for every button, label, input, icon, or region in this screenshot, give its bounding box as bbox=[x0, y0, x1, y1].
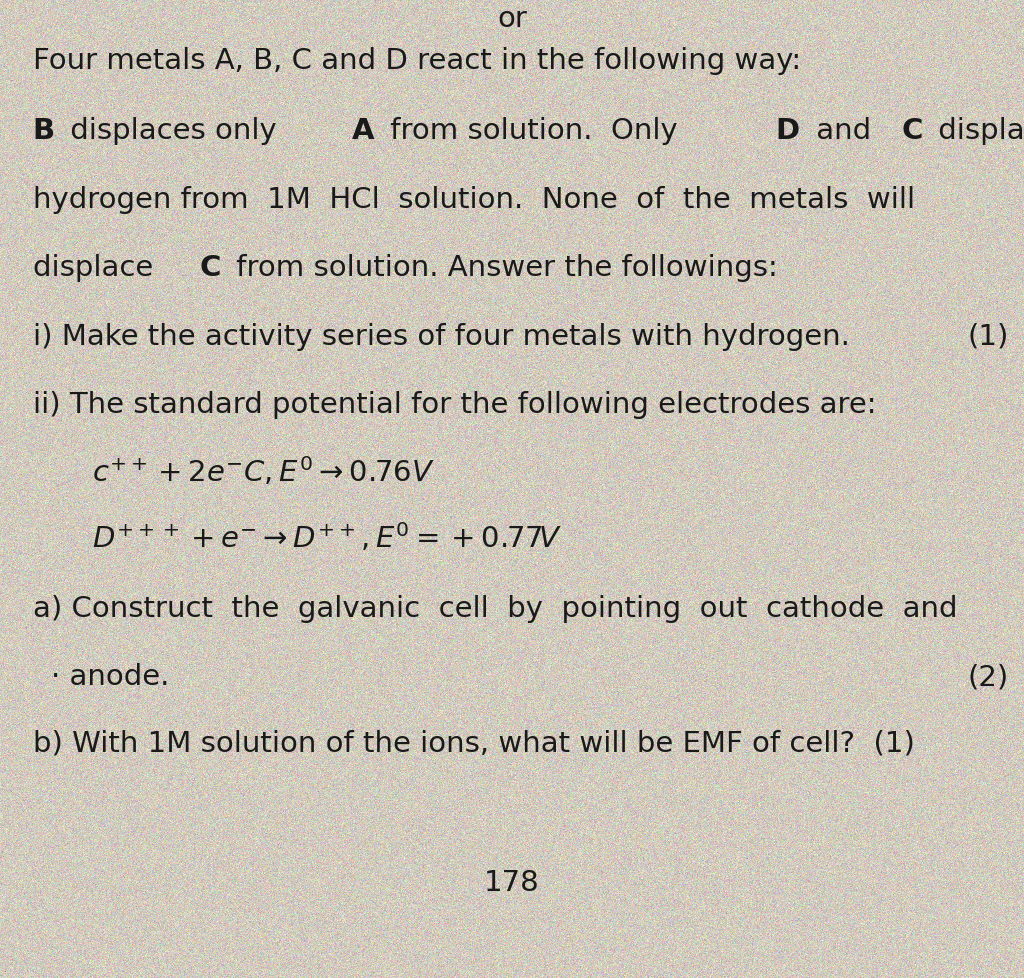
Text: 178: 178 bbox=[484, 868, 540, 896]
Text: Four metals A, B, C and D react in the following way:: Four metals A, B, C and D react in the f… bbox=[33, 47, 801, 74]
Text: (2): (2) bbox=[968, 663, 1009, 690]
Text: b) With 1M solution of the ions, what will be EMF of cell?  (1): b) With 1M solution of the ions, what wi… bbox=[33, 730, 914, 757]
Text: (1): (1) bbox=[968, 323, 1009, 350]
Text: a) Construct  the  galvanic  cell  by  pointing  out  cathode  and: a) Construct the galvanic cell by pointi… bbox=[33, 595, 957, 622]
Text: $D^{+++}+e^{-}\rightarrow D^{++},E^{0}=+0.77V$: $D^{+++}+e^{-}\rightarrow D^{++},E^{0}=+… bbox=[92, 521, 562, 554]
Text: from solution. Answer the followings:: from solution. Answer the followings: bbox=[227, 254, 778, 282]
Text: · anode.: · anode. bbox=[51, 663, 170, 690]
Text: displaces: displaces bbox=[929, 117, 1024, 145]
Text: i) Make the activity series of four metals with hydrogen.: i) Make the activity series of four meta… bbox=[33, 323, 850, 350]
Text: and: and bbox=[807, 117, 880, 145]
Text: A: A bbox=[351, 117, 374, 145]
Text: C: C bbox=[901, 117, 923, 145]
Text: $c^{++}+2e^{-}C,E^{0}\rightarrow 0.76V$: $c^{++}+2e^{-}C,E^{0}\rightarrow 0.76V$ bbox=[92, 455, 435, 487]
Text: or: or bbox=[497, 6, 527, 33]
Text: D: D bbox=[775, 117, 800, 145]
Text: displace: displace bbox=[33, 254, 162, 282]
Text: displaces only: displaces only bbox=[61, 117, 287, 145]
Text: ii) The standard potential for the following electrodes are:: ii) The standard potential for the follo… bbox=[33, 391, 877, 419]
Text: C: C bbox=[200, 254, 221, 282]
Text: from solution.  Only: from solution. Only bbox=[381, 117, 687, 145]
Text: hydrogen from  1M  HCl  solution.  None  of  the  metals  will: hydrogen from 1M HCl solution. None of t… bbox=[33, 186, 914, 213]
Text: B: B bbox=[33, 117, 55, 145]
